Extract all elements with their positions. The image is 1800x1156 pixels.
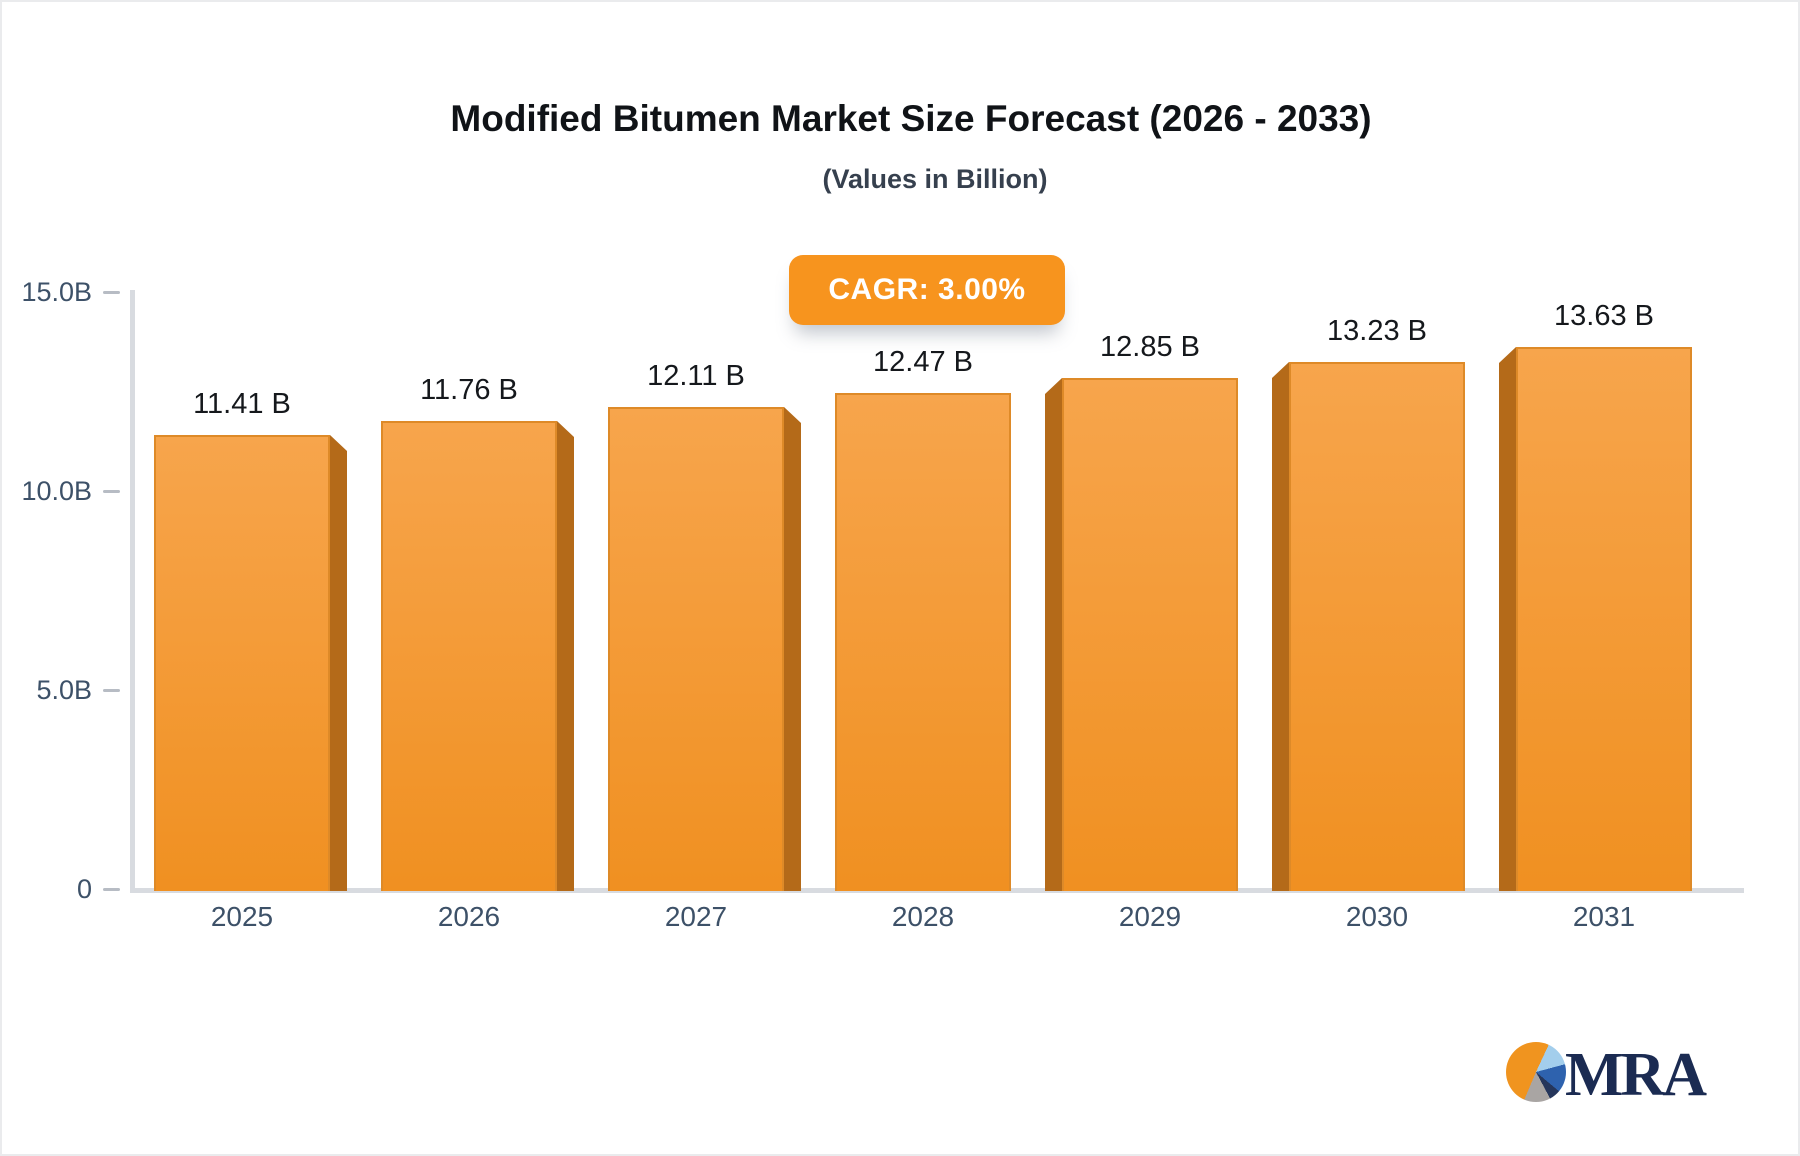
bar-group-2026 xyxy=(381,421,574,891)
y-tick-mark xyxy=(103,888,120,891)
bar-value-label: 13.63 B xyxy=(1554,300,1654,332)
bar-side-face xyxy=(1499,347,1516,891)
y-tick-label-0: 15.0B xyxy=(21,277,92,307)
bar-face xyxy=(154,435,330,891)
x-tick-label-2030: 2030 xyxy=(1345,901,1409,932)
bar-group-2029 xyxy=(1045,378,1238,891)
x-tick-label-2027: 2027 xyxy=(664,901,728,932)
y-tick-label-1: 10.0B xyxy=(21,476,92,506)
bar-group-2025 xyxy=(154,435,347,891)
bar-group-2027 xyxy=(608,407,801,891)
y-tick-mark xyxy=(103,490,120,493)
bar-value-label: 12.85 B xyxy=(1100,331,1200,363)
bar-side-face xyxy=(557,421,574,891)
pie-chart-icon xyxy=(1506,1042,1566,1102)
bar-face xyxy=(1289,362,1465,891)
bar-side-face xyxy=(784,407,801,891)
x-tick-label-2025: 2025 xyxy=(210,901,274,932)
x-tick-label-2028: 2028 xyxy=(891,901,955,932)
y-tick-label-2: 5.0B xyxy=(36,675,92,705)
mra-logo: MRA xyxy=(1506,1039,1707,1109)
y-tick-mark xyxy=(103,689,120,692)
mra-logo-text: MRA xyxy=(1565,1041,1707,1109)
bar-face xyxy=(1062,378,1238,891)
x-tick-label-2026: 2026 xyxy=(437,901,501,932)
bar-group-2031 xyxy=(1499,347,1692,891)
y-tick-label-3: 0 xyxy=(76,874,92,904)
bar-group-2028 xyxy=(835,393,1011,891)
x-tick-label-2031: 2031 xyxy=(1572,901,1636,932)
bar-group-2030 xyxy=(1272,362,1465,891)
bar-face xyxy=(1516,347,1692,891)
bar-side-face xyxy=(1045,378,1062,891)
cagr-badge: CAGR: 3.00% xyxy=(789,255,1065,325)
bar-side-face xyxy=(1272,362,1289,891)
chart-title: Modified Bitumen Market Size Forecast (2… xyxy=(450,98,1372,139)
bar-value-label: 11.41 B xyxy=(193,388,291,420)
bar-face xyxy=(381,421,557,891)
bar-side-face xyxy=(330,435,347,891)
bar-value-label: 13.23 B xyxy=(1327,315,1427,347)
x-tick-label-2029: 2029 xyxy=(1118,901,1182,932)
bar-value-label: 12.47 B xyxy=(873,346,973,378)
bar-face xyxy=(835,393,1011,891)
y-axis-line xyxy=(130,290,135,893)
chart-subtitle: (Values in Billion) xyxy=(822,164,1048,194)
bar-value-label: 11.76 B xyxy=(420,374,518,406)
bar-face xyxy=(608,407,784,891)
bar-value-label: 12.11 B xyxy=(647,360,745,392)
y-tick-mark xyxy=(103,291,120,294)
